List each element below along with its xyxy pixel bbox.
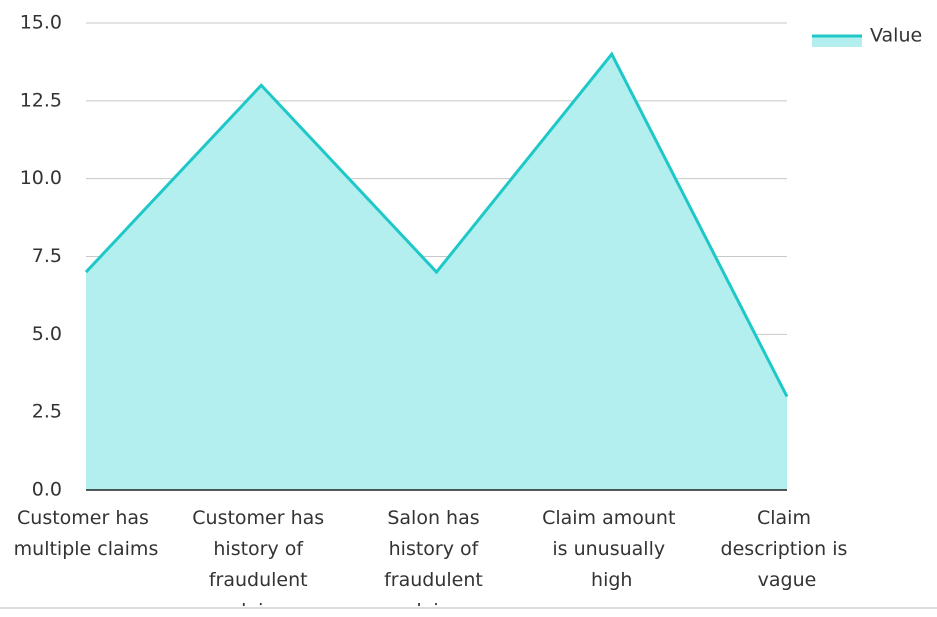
y-tick-label: 2.5 [32, 401, 62, 423]
x-tick-label: Customer has multiple claims [14, 507, 159, 560]
y-tick-label: 7.5 [32, 245, 62, 267]
x-tick-label: Claim amount is unusually high [542, 507, 681, 591]
y-tick-label: 15.0 [20, 12, 62, 34]
y-tick-label: 0.0 [32, 479, 62, 501]
x-labels: Customer has multiple claims Customer has… [14, 507, 854, 617]
x-tick-label: Customer has history of fraudulent claim… [192, 507, 330, 617]
y-tick-label: 10.0 [20, 167, 62, 189]
legend-swatch [812, 36, 862, 47]
x-tick-label: Claim description is vague [721, 507, 854, 591]
area-line [84, 51, 789, 398]
legend-label: Value [870, 25, 922, 47]
x-tick-label: Salon has history of fraudulent claims [384, 507, 489, 617]
y-tick-label: 5.0 [32, 323, 62, 345]
y-tick-label: 12.5 [20, 89, 62, 111]
